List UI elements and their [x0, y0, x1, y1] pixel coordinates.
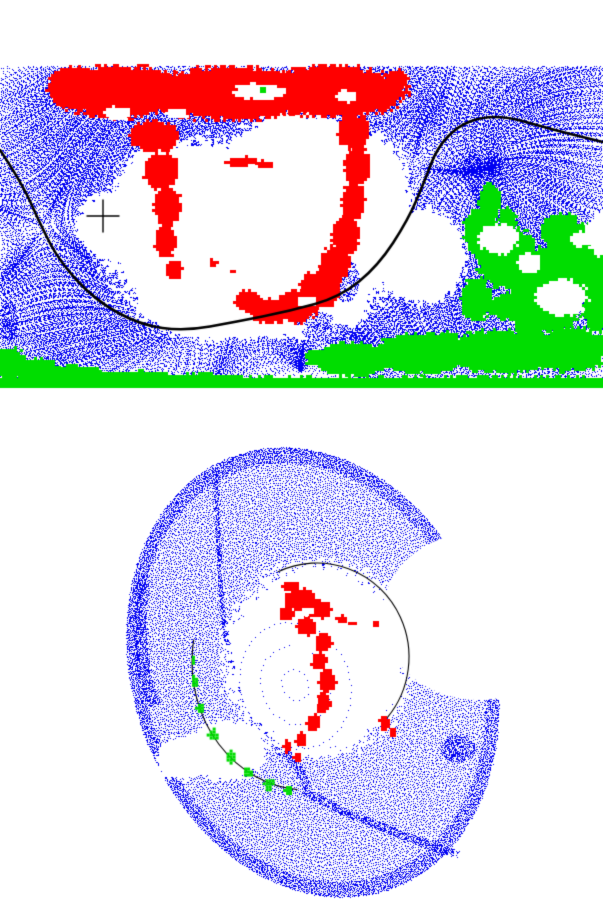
- figure-page: [0, 0, 603, 913]
- figure-canvas: [0, 0, 603, 913]
